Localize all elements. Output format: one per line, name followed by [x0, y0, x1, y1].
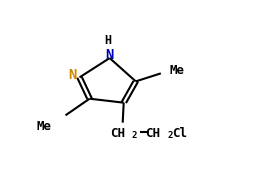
Text: N: N — [105, 48, 114, 62]
Text: Cl: Cl — [172, 127, 188, 140]
Text: CH: CH — [110, 127, 125, 140]
Text: N: N — [68, 68, 77, 82]
Text: Me: Me — [169, 63, 184, 76]
Text: H: H — [104, 34, 111, 47]
Text: 2: 2 — [132, 131, 137, 140]
Text: 2: 2 — [168, 131, 173, 140]
Text: Me: Me — [37, 120, 52, 133]
Text: CH: CH — [145, 127, 160, 140]
